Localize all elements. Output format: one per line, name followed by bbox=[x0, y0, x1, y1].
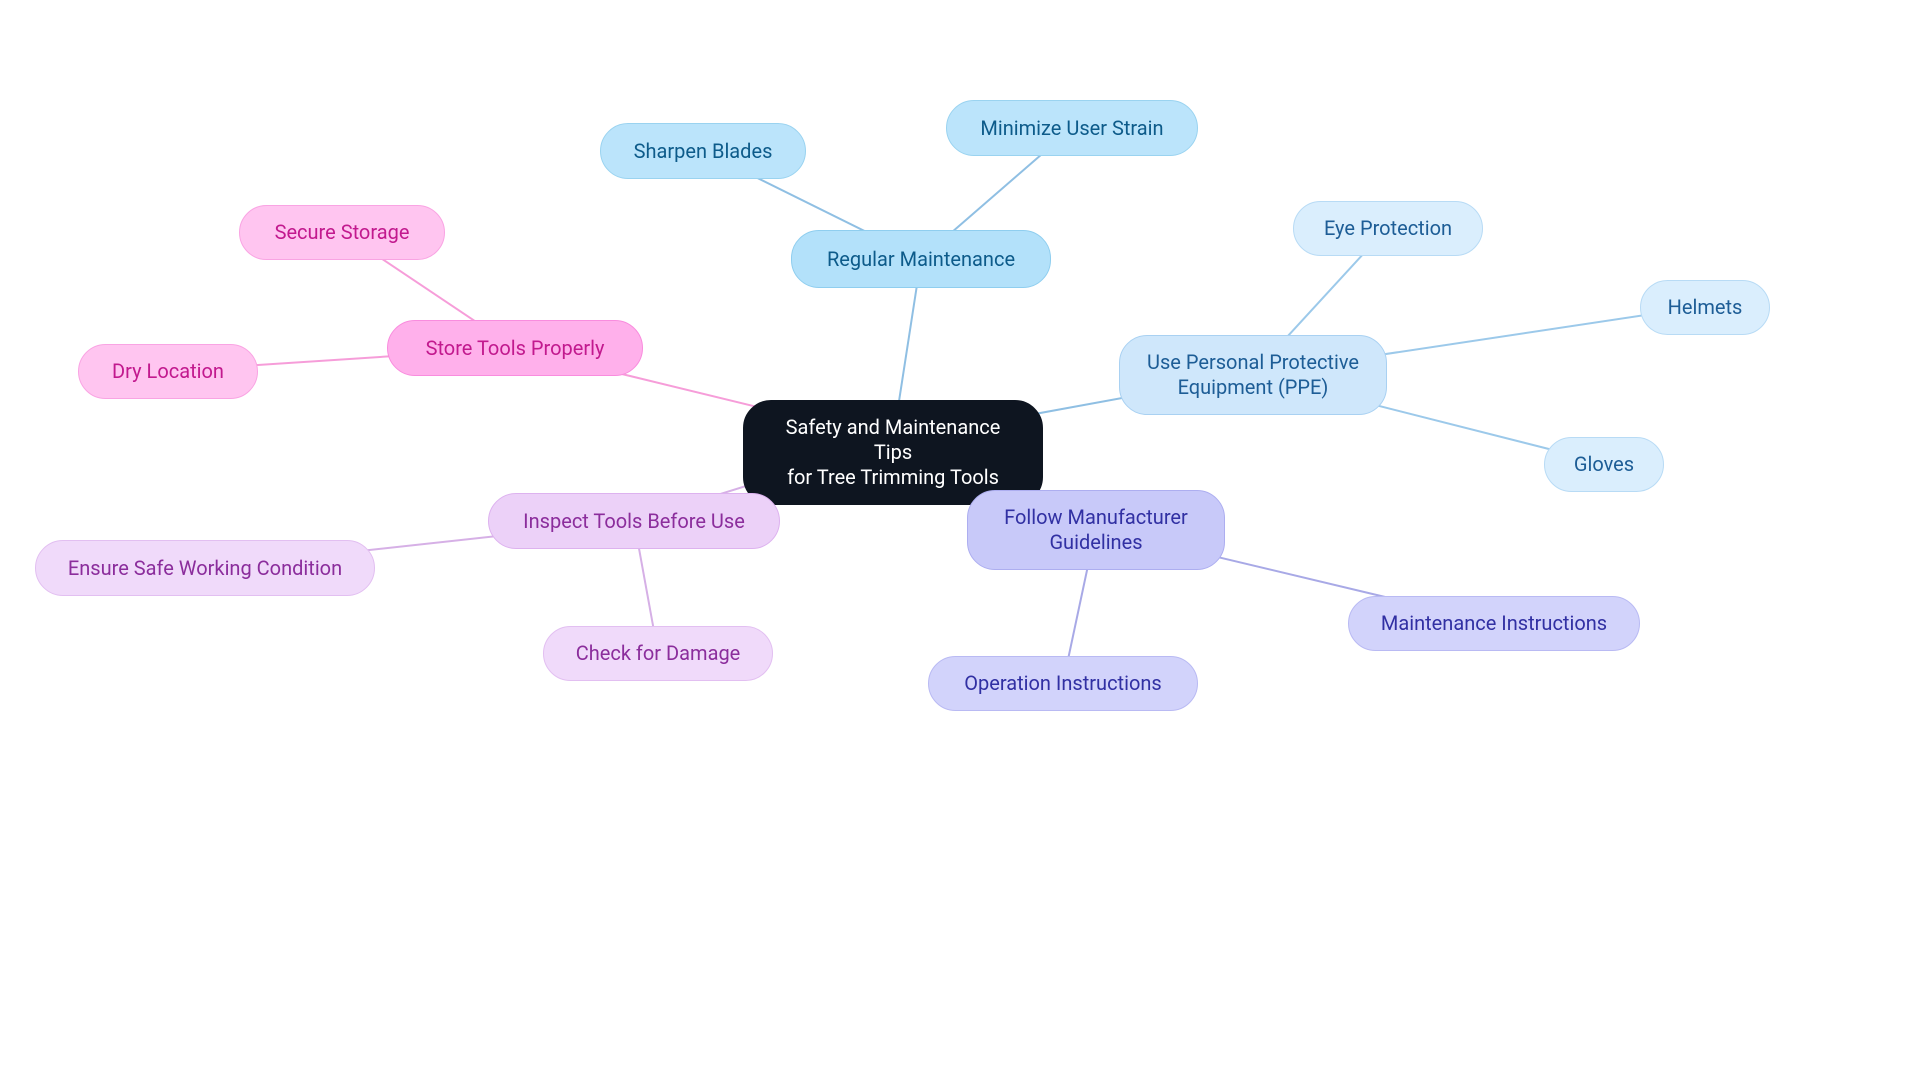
node-label: Eye Protection bbox=[1324, 216, 1452, 241]
node-label: Inspect Tools Before Use bbox=[523, 509, 745, 534]
node-inspect: Inspect Tools Before Use bbox=[488, 493, 780, 549]
node-label: Sharpen Blades bbox=[634, 139, 773, 164]
node-inspect_damage: Check for Damage bbox=[543, 626, 773, 681]
node-store_secure: Secure Storage bbox=[239, 205, 445, 260]
node-label: Secure Storage bbox=[275, 220, 410, 245]
node-guide: Follow Manufacturer Guidelines bbox=[967, 490, 1225, 570]
mindmap-canvas: Safety and Maintenance Tips for Tree Tri… bbox=[0, 0, 1920, 1083]
node-store_dry: Dry Location bbox=[78, 344, 258, 399]
node-store: Store Tools Properly bbox=[387, 320, 643, 376]
node-maint: Regular Maintenance bbox=[791, 230, 1051, 288]
node-label: Follow Manufacturer Guidelines bbox=[1004, 505, 1188, 555]
node-label: Regular Maintenance bbox=[827, 247, 1015, 272]
node-guide_maint: Maintenance Instructions bbox=[1348, 596, 1640, 651]
node-ppe: Use Personal Protective Equipment (PPE) bbox=[1119, 335, 1387, 415]
node-label: Minimize User Strain bbox=[980, 116, 1163, 141]
node-ppe_gloves: Gloves bbox=[1544, 437, 1664, 492]
node-label: Operation Instructions bbox=[964, 671, 1161, 696]
node-label: Dry Location bbox=[112, 359, 224, 384]
node-label: Use Personal Protective Equipment (PPE) bbox=[1147, 350, 1359, 400]
node-label: Safety and Maintenance Tips for Tree Tri… bbox=[768, 415, 1018, 490]
node-ppe_helmets: Helmets bbox=[1640, 280, 1770, 335]
node-label: Check for Damage bbox=[576, 641, 741, 666]
node-label: Gloves bbox=[1574, 452, 1634, 477]
node-maint_strain: Minimize User Strain bbox=[946, 100, 1198, 156]
node-ppe_eye: Eye Protection bbox=[1293, 201, 1483, 256]
node-label: Ensure Safe Working Condition bbox=[68, 556, 342, 581]
node-label: Maintenance Instructions bbox=[1381, 611, 1607, 636]
node-maint_sharpen: Sharpen Blades bbox=[600, 123, 806, 179]
node-inspect_safe: Ensure Safe Working Condition bbox=[35, 540, 375, 596]
node-label: Helmets bbox=[1668, 295, 1743, 320]
node-guide_op: Operation Instructions bbox=[928, 656, 1198, 711]
node-label: Store Tools Properly bbox=[426, 336, 605, 361]
